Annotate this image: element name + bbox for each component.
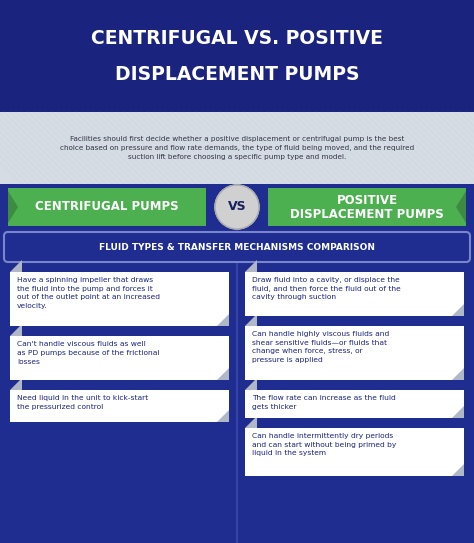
Text: Draw fluid into a cavity, or displace the
fluid, and then force the fluid out of: Draw fluid into a cavity, or displace th… xyxy=(252,277,401,300)
FancyBboxPatch shape xyxy=(8,188,206,226)
Text: DISPLACEMENT PUMPS: DISPLACEMENT PUMPS xyxy=(115,66,359,85)
Text: DISPLACEMENT PUMPS: DISPLACEMENT PUMPS xyxy=(290,207,444,220)
Text: FLUID TYPES & TRANSFER MECHANISMS COMPARISON: FLUID TYPES & TRANSFER MECHANISMS COMPAR… xyxy=(99,243,375,251)
FancyBboxPatch shape xyxy=(268,188,466,226)
FancyBboxPatch shape xyxy=(10,336,229,380)
Polygon shape xyxy=(245,314,257,326)
Polygon shape xyxy=(245,416,257,428)
Polygon shape xyxy=(452,304,464,316)
Polygon shape xyxy=(452,368,464,380)
Text: Can't handle viscous fluids as well
as PD pumps because of the frictional
losses: Can't handle viscous fluids as well as P… xyxy=(17,341,159,364)
FancyBboxPatch shape xyxy=(268,188,466,226)
FancyBboxPatch shape xyxy=(0,230,474,543)
FancyBboxPatch shape xyxy=(4,232,470,262)
FancyBboxPatch shape xyxy=(8,188,206,226)
Text: CENTRIFUGAL PUMPS: CENTRIFUGAL PUMPS xyxy=(35,200,179,213)
FancyBboxPatch shape xyxy=(245,326,464,380)
Text: Have a spinning impeller that draws
the fluid into the pump and forces it
out of: Have a spinning impeller that draws the … xyxy=(17,277,160,310)
Polygon shape xyxy=(10,324,22,336)
Text: Can handle highly viscous fluids and
shear sensitive fluids—or fluids that
chang: Can handle highly viscous fluids and she… xyxy=(252,331,389,363)
Polygon shape xyxy=(10,260,22,272)
Text: Can handle intermittently dry periods
and can start without being primed by
liqu: Can handle intermittently dry periods an… xyxy=(252,433,396,457)
Polygon shape xyxy=(217,314,229,326)
Text: CENTRIFUGAL VS. POSITIVE: CENTRIFUGAL VS. POSITIVE xyxy=(91,28,383,47)
FancyBboxPatch shape xyxy=(0,0,474,112)
Polygon shape xyxy=(10,378,22,390)
Text: Facilities should first decide whether a positive displacement or centrifugal pu: Facilities should first decide whether a… xyxy=(60,136,414,161)
Polygon shape xyxy=(452,464,464,476)
Polygon shape xyxy=(217,368,229,380)
Polygon shape xyxy=(245,378,257,390)
FancyBboxPatch shape xyxy=(10,272,229,326)
FancyBboxPatch shape xyxy=(0,112,474,184)
FancyBboxPatch shape xyxy=(10,390,229,422)
Circle shape xyxy=(215,185,259,229)
Text: The flow rate can increase as the fluid
gets thicker: The flow rate can increase as the fluid … xyxy=(252,395,396,410)
Polygon shape xyxy=(452,406,464,418)
Text: Need liquid in the unit to kick-start
the pressurized control: Need liquid in the unit to kick-start th… xyxy=(17,395,148,410)
FancyBboxPatch shape xyxy=(245,390,464,418)
Text: VS: VS xyxy=(228,200,246,213)
FancyBboxPatch shape xyxy=(245,428,464,476)
FancyBboxPatch shape xyxy=(0,184,474,230)
Polygon shape xyxy=(8,191,18,223)
Polygon shape xyxy=(217,410,229,422)
Text: POSITIVE: POSITIVE xyxy=(337,193,398,206)
Polygon shape xyxy=(456,191,466,223)
FancyBboxPatch shape xyxy=(245,272,464,316)
Polygon shape xyxy=(245,260,257,272)
